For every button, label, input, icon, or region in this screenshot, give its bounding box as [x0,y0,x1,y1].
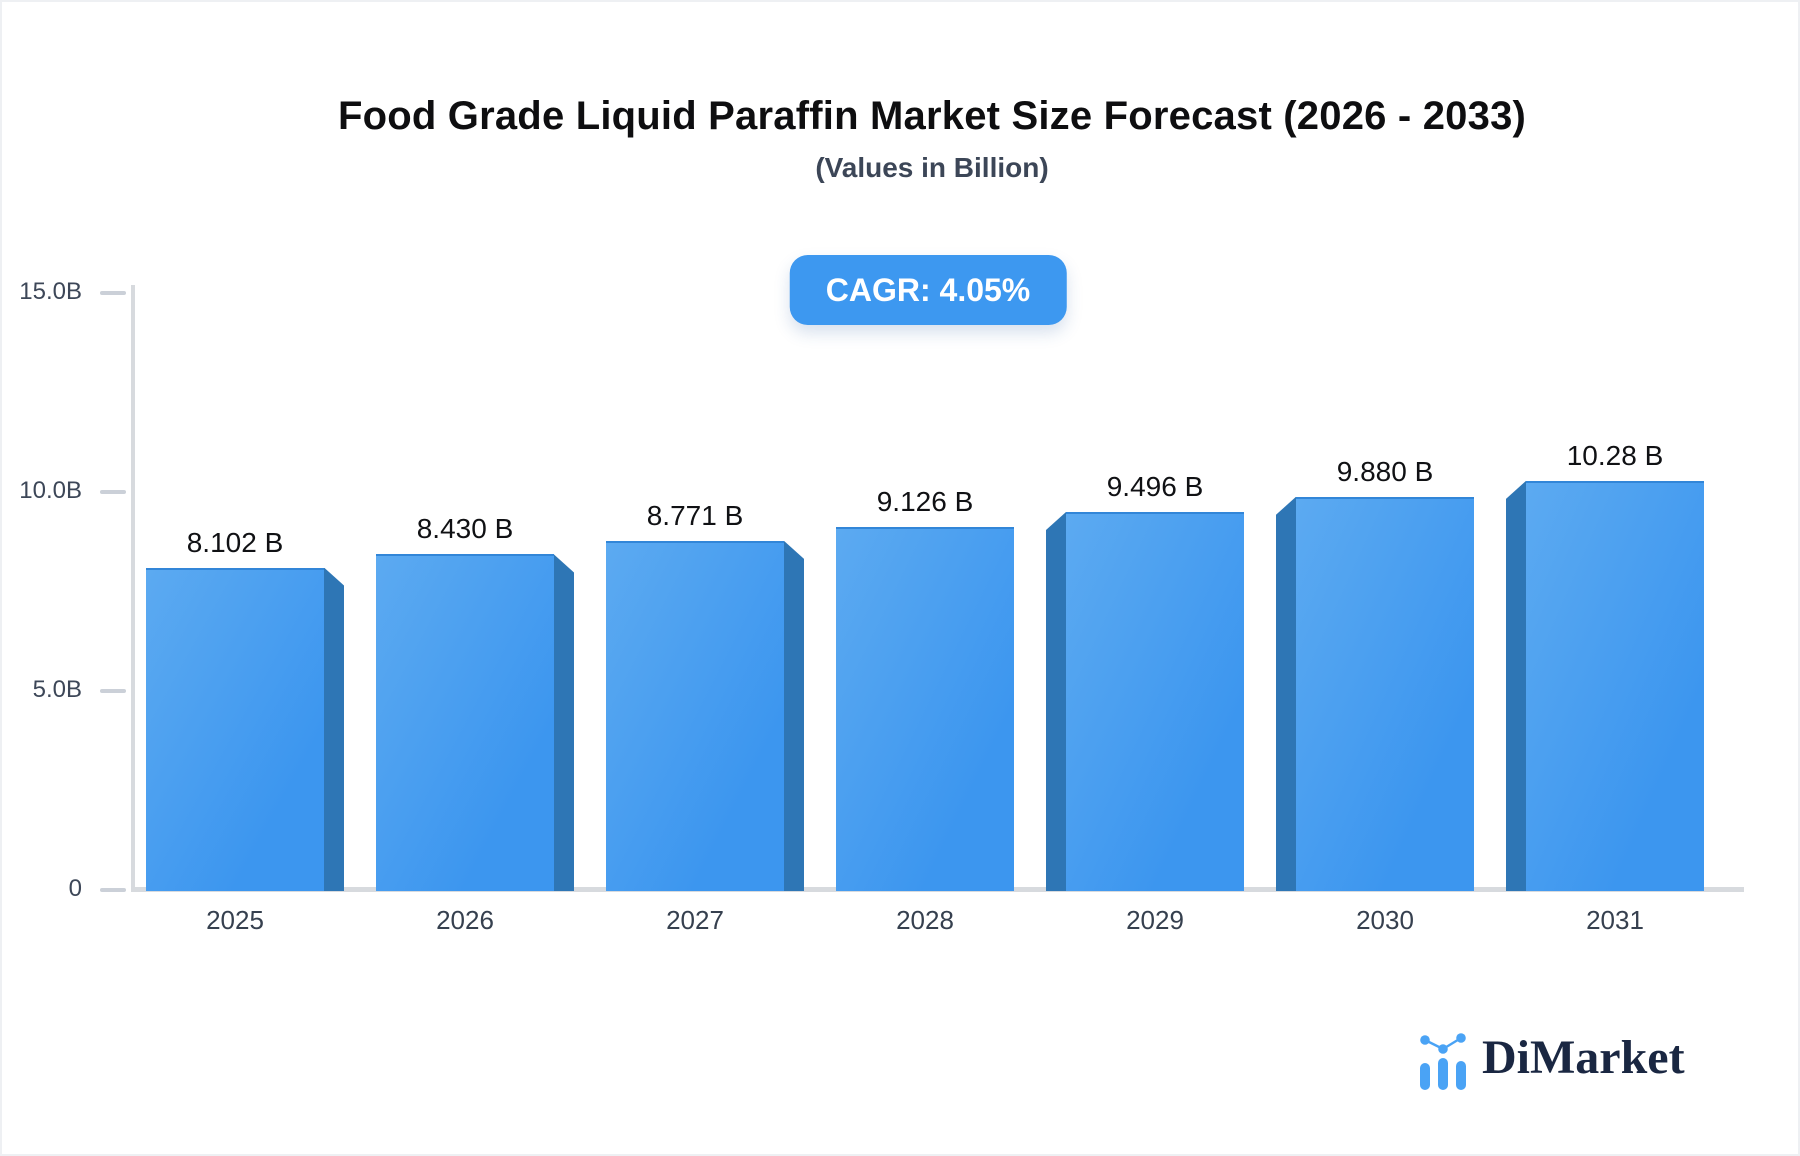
bar-face [1526,480,1704,891]
bar-side [1506,480,1526,891]
x-tick-label: 2029 [1126,905,1184,935]
bar-value-label: 9.126 B [876,485,974,517]
bar-side [324,567,344,891]
logo-icon [1420,1032,1466,1090]
bar-side [784,540,804,891]
bar-side [1276,496,1296,891]
x-tick-label: 2028 [896,905,954,935]
bar-face [606,540,784,891]
bar-value-label: 8.102 B [186,526,284,558]
chart-title: Food Grade Liquid Paraffin Market Size F… [337,94,1527,138]
y-tick-mark [100,689,126,693]
bar-side [1046,512,1066,891]
x-tick-label: 2027 [666,905,724,935]
bar-value-label: 8.430 B [416,513,514,545]
y-tick-label: 10.0B [19,477,82,504]
bar-side [554,554,574,891]
x-tick-label: 2031 [1586,905,1644,935]
logo-text: DiMarket [1482,1031,1685,1084]
bar-face [1066,512,1244,891]
y-tick-label: 5.0B [32,676,82,703]
chart-subtitle: (Values in Billion) [815,152,1049,183]
x-tick-label: 2026 [436,905,494,935]
y-tick-label: 15.0B [19,278,82,305]
bar-face [1296,496,1474,891]
bar-face [836,526,1014,891]
bar-face [146,567,324,891]
y-axis [131,285,135,891]
bar-face [376,554,554,891]
x-tick-label: 2025 [206,905,264,935]
y-tick-mark [100,888,126,892]
bar-value-label: 8.771 B [646,499,744,531]
y-tick-mark [100,490,126,494]
y-tick-mark [100,291,126,295]
cagr-badge: CAGR: 4.05% [789,255,1067,325]
y-tick-label: 0 [68,875,82,902]
bar-value-label: 9.880 B [1336,455,1434,487]
bar-value-label: 9.496 B [1106,471,1204,503]
brand-logo: DiMarket [1420,1032,1685,1090]
x-tick-label: 2030 [1356,905,1414,935]
bar-value-label: 10.28 B [1566,439,1664,471]
